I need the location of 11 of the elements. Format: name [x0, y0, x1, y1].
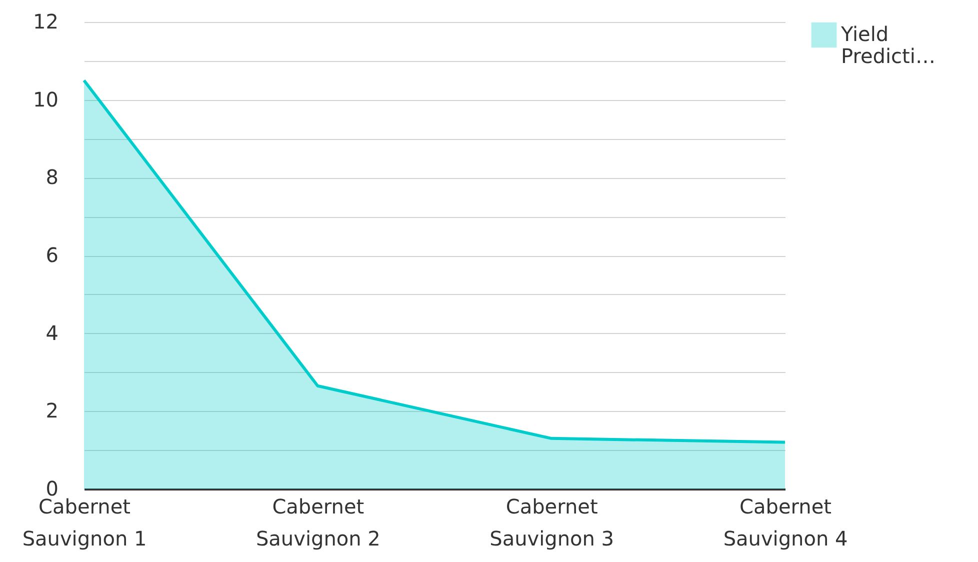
y-tick-label: 12 [33, 10, 58, 34]
y-tick-label: 6 [46, 243, 58, 267]
x-tick-label: Cabernet Sauvignon 2 [256, 494, 380, 550]
legend-label: Yield Predicti… [840, 22, 936, 68]
y-tick-label: 8 [46, 165, 58, 190]
x-tick-label: Cabernet Sauvignon 1 [22, 494, 147, 550]
y-tick-label: 2 [46, 398, 58, 423]
x-tick-label: Cabernet Sauvignon 3 [490, 494, 614, 550]
x-tick-label: Cabernet Sauvignon 4 [723, 494, 848, 550]
y-tick-label: 4 [46, 320, 58, 345]
y-tick-label: 10 [33, 87, 58, 112]
